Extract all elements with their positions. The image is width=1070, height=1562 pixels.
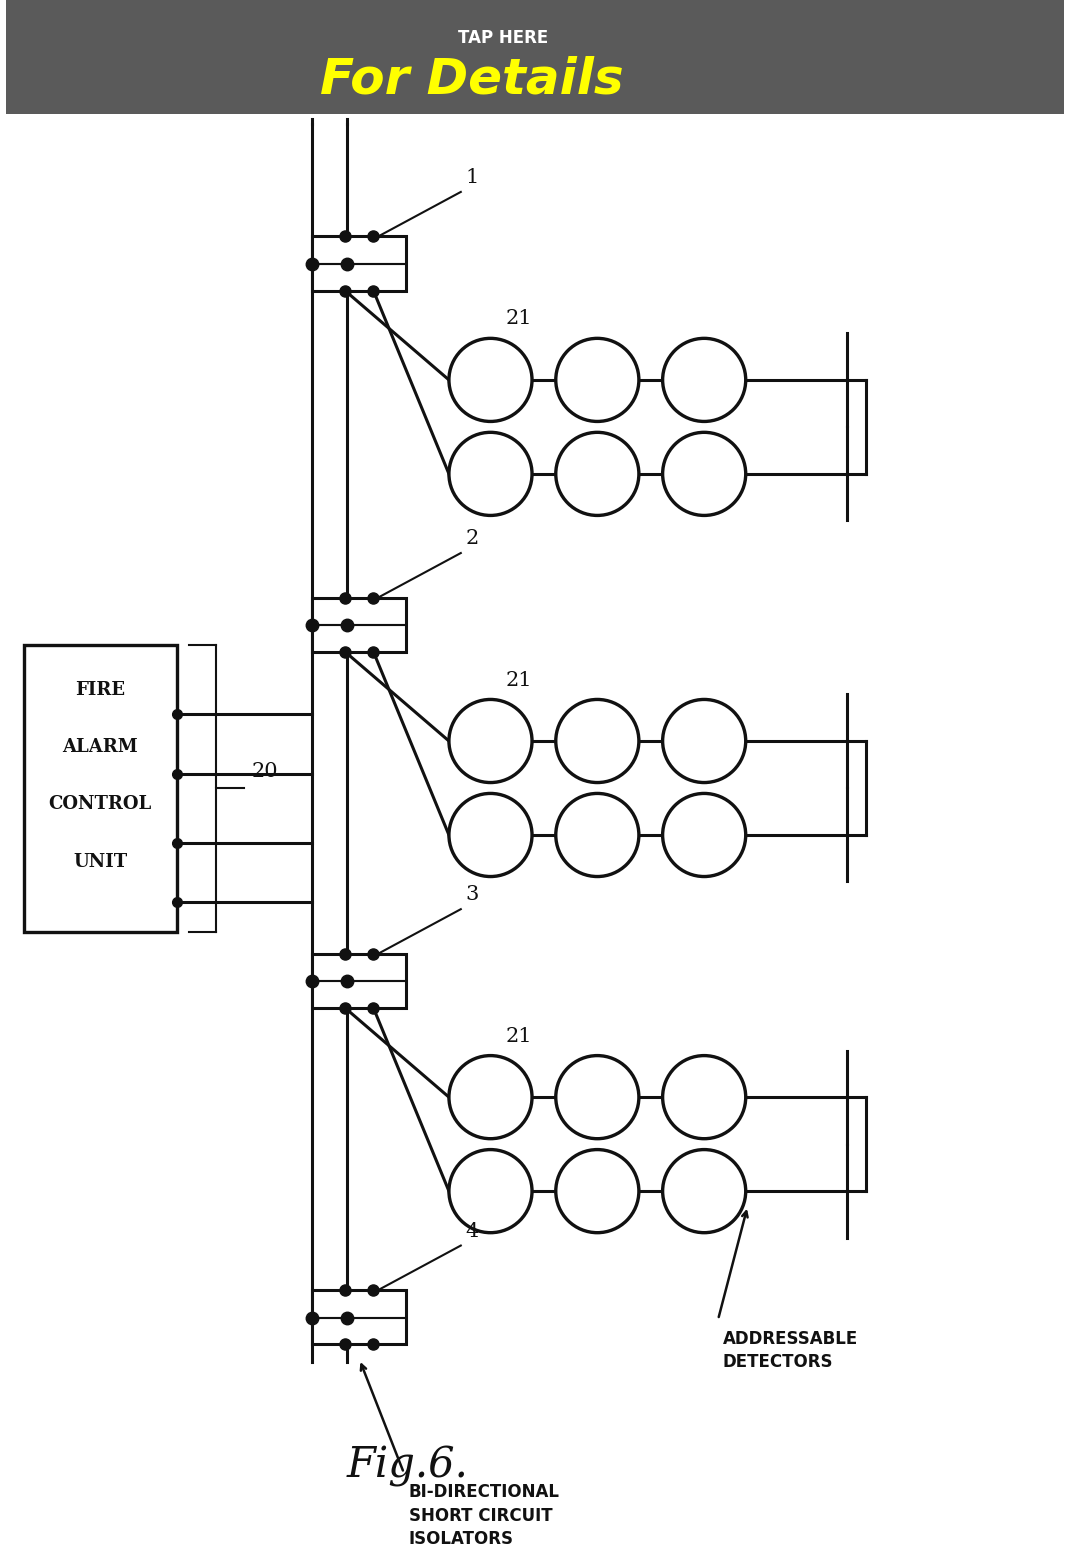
Text: 21: 21	[505, 309, 532, 328]
Text: CONTROL: CONTROL	[48, 795, 152, 814]
Text: 4: 4	[465, 1221, 479, 1240]
Text: 21: 21	[505, 670, 532, 689]
Text: 3: 3	[465, 886, 479, 904]
Text: Fig.6.: Fig.6.	[347, 1445, 469, 1487]
Ellipse shape	[449, 1150, 532, 1232]
Ellipse shape	[662, 339, 746, 422]
Ellipse shape	[555, 1056, 639, 1139]
Ellipse shape	[662, 433, 746, 515]
Text: 1: 1	[465, 169, 479, 187]
Text: BI-DIRECTIONAL
SHORT CIRCUIT
ISOLATORS: BI-DIRECTIONAL SHORT CIRCUIT ISOLATORS	[409, 1482, 560, 1548]
Text: FIRE: FIRE	[75, 681, 125, 698]
Ellipse shape	[555, 793, 639, 876]
Bar	[312, 598, 407, 651]
Ellipse shape	[662, 700, 746, 783]
Bar	[5, 0, 1065, 114]
Text: 2: 2	[465, 530, 479, 548]
Ellipse shape	[555, 339, 639, 422]
Text: ADDRESSABLE
DETECTORS: ADDRESSABLE DETECTORS	[723, 1329, 858, 1371]
Text: 20: 20	[253, 762, 278, 781]
Text: 21: 21	[505, 1026, 532, 1045]
Ellipse shape	[662, 1056, 746, 1139]
Bar	[312, 954, 407, 1007]
Ellipse shape	[449, 433, 532, 515]
Text: For Details: For Details	[320, 55, 624, 103]
Ellipse shape	[662, 793, 746, 876]
Ellipse shape	[555, 1150, 639, 1232]
Ellipse shape	[555, 433, 639, 515]
Bar	[24, 645, 177, 933]
Bar	[312, 236, 407, 291]
Ellipse shape	[449, 700, 532, 783]
Ellipse shape	[555, 700, 639, 783]
Ellipse shape	[449, 1056, 532, 1139]
Ellipse shape	[449, 339, 532, 422]
Text: UNIT: UNIT	[73, 853, 127, 870]
Ellipse shape	[662, 1150, 746, 1232]
Ellipse shape	[449, 793, 532, 876]
Bar	[312, 1290, 407, 1345]
Text: ALARM: ALARM	[62, 737, 138, 756]
Text: TAP HERE: TAP HERE	[458, 28, 548, 47]
